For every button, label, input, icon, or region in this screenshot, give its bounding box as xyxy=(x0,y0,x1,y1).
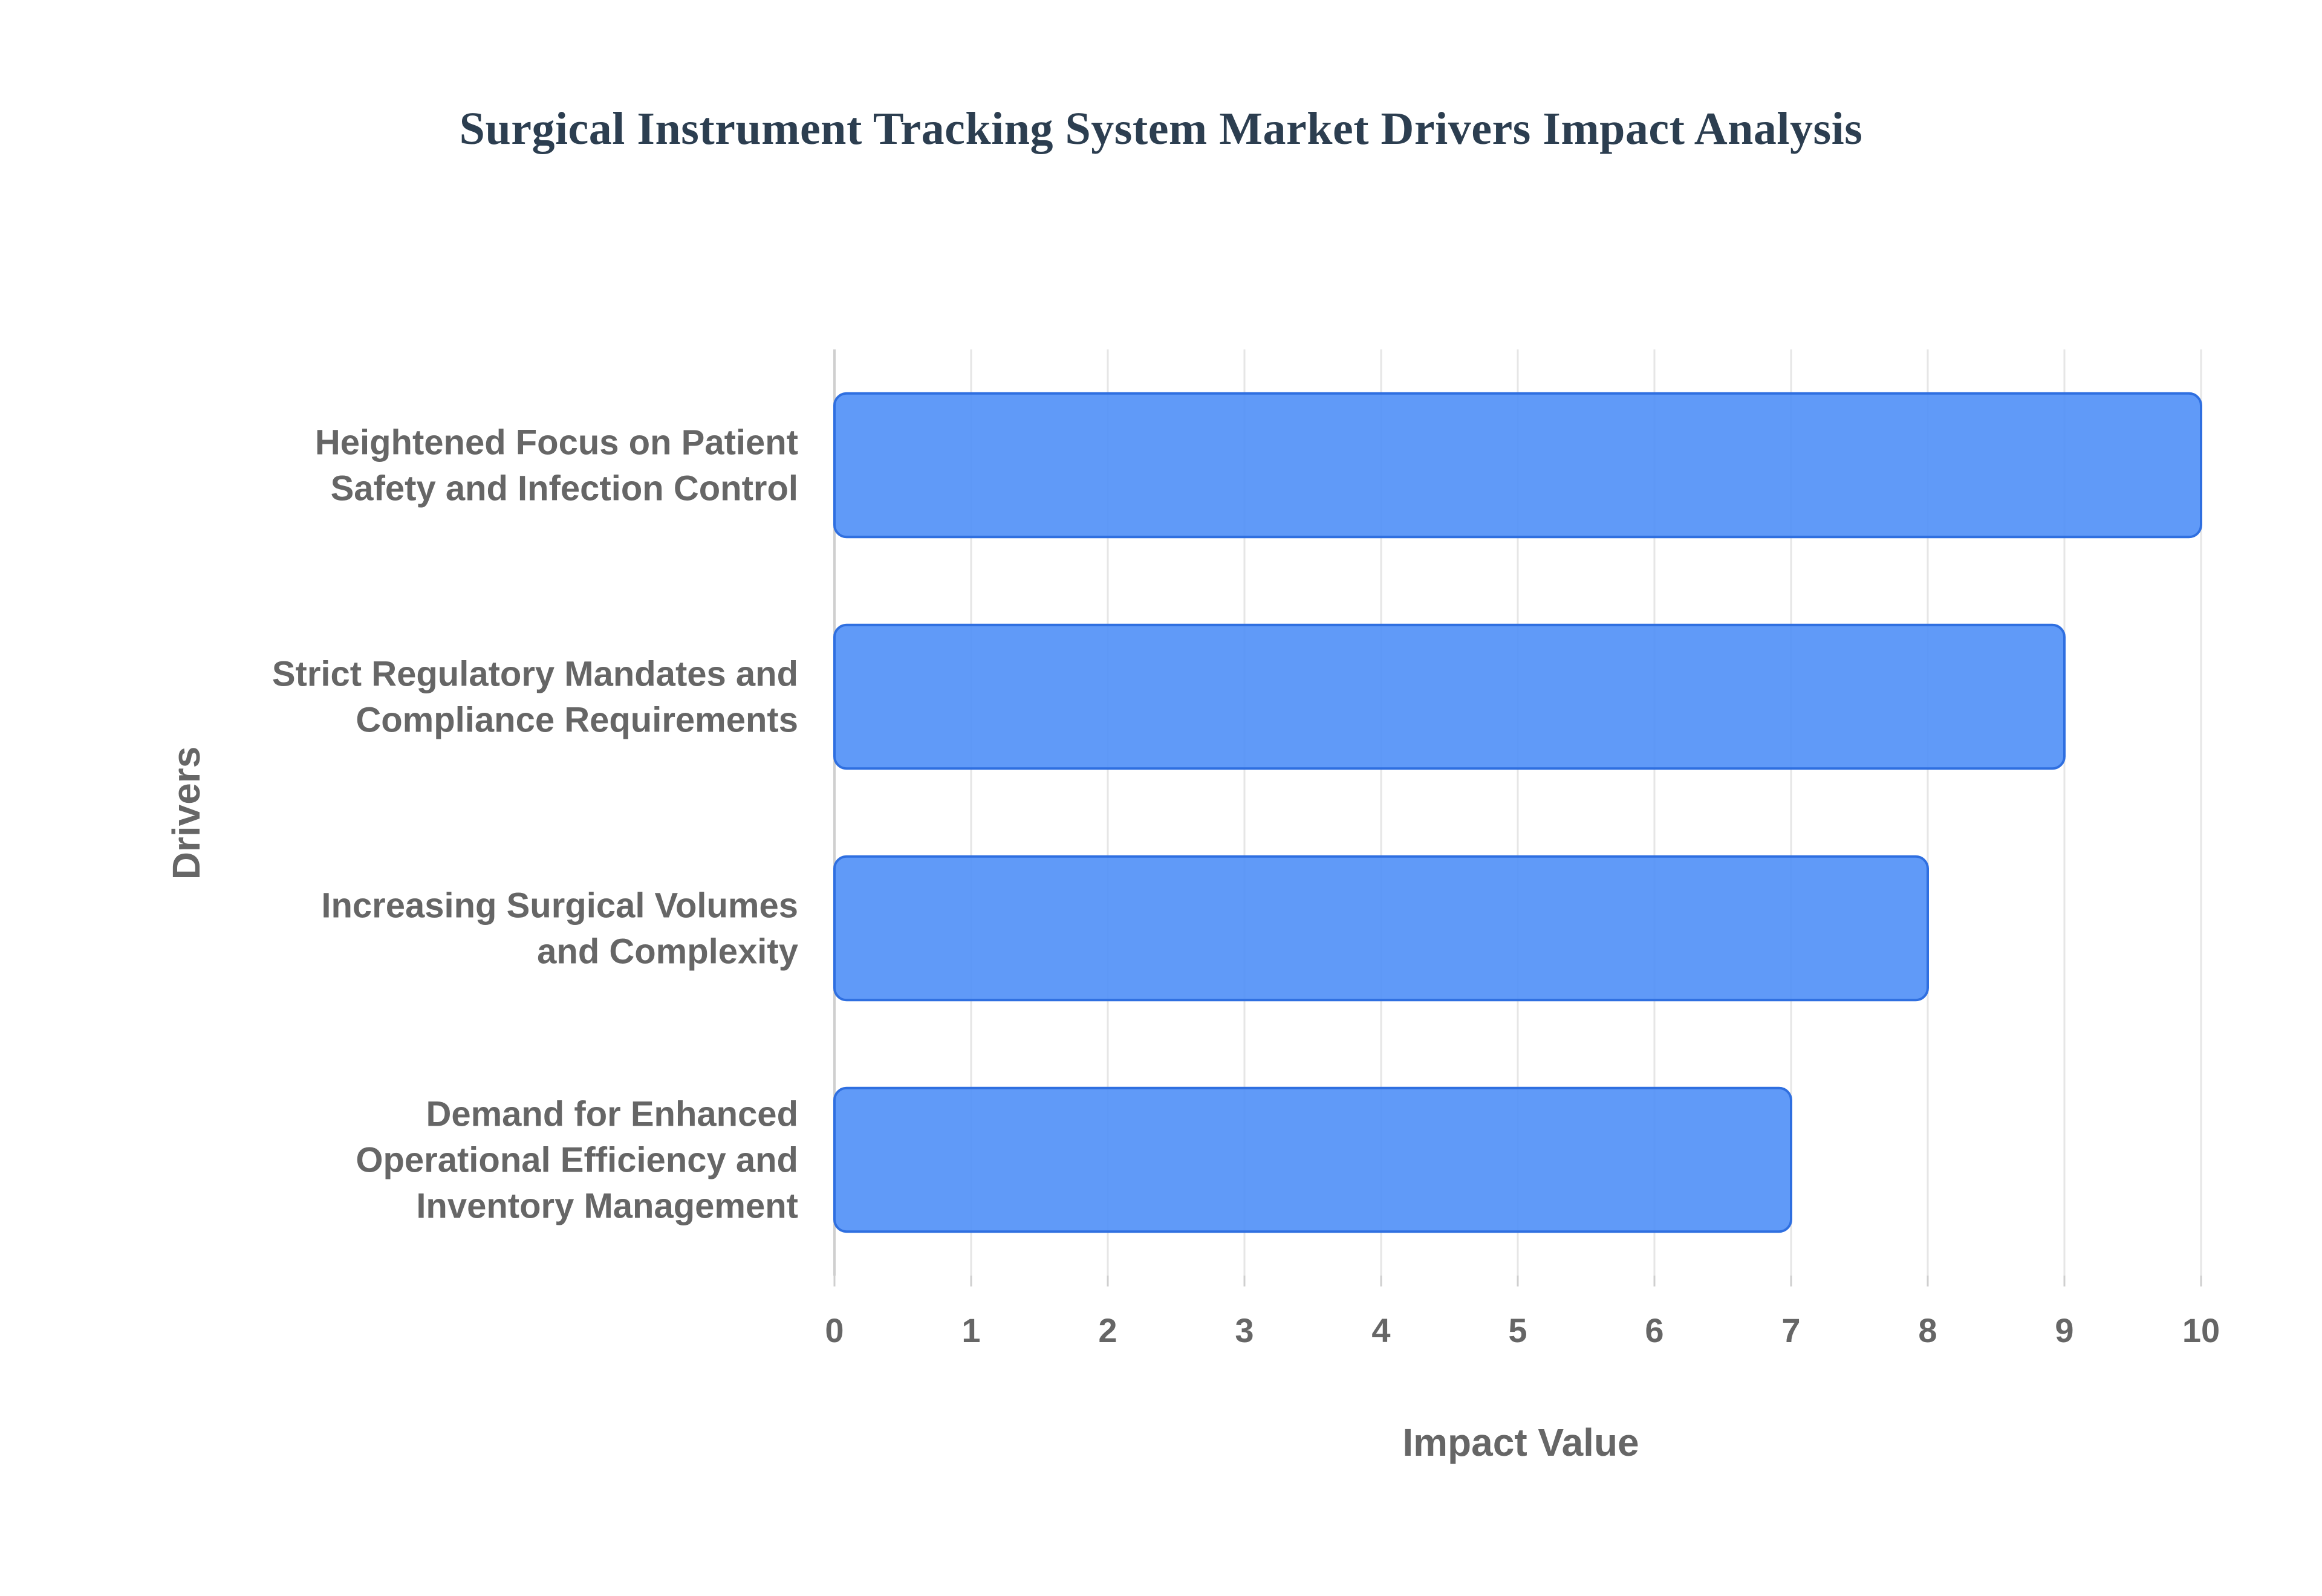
bar-4[interactable] xyxy=(833,1086,1792,1233)
bar-3[interactable] xyxy=(833,855,1929,1002)
x-tick-label: 4 xyxy=(1371,1311,1390,1349)
x-axis-title: Impact Value xyxy=(1402,1421,1639,1464)
bars xyxy=(833,392,2202,1233)
x-tick-label: 6 xyxy=(1645,1311,1663,1349)
axes xyxy=(833,1276,2202,1286)
y-category-label-line: Operational Efficiency and xyxy=(356,1141,798,1180)
x-tick-label: 10 xyxy=(2182,1311,2220,1349)
x-tick-label: 1 xyxy=(961,1311,980,1349)
x-tick-label: 5 xyxy=(1508,1311,1527,1349)
y-category-label-line: Inventory Management xyxy=(416,1187,798,1226)
bar-2[interactable] xyxy=(833,623,2066,770)
labels: 0 1 2 3 4 5 6 7 8 9 10 Heightened Focus on Patient S… xyxy=(272,423,2220,1350)
x-tick-label: 0 xyxy=(825,1311,844,1349)
x-tick-label: 8 xyxy=(1918,1311,1937,1349)
y-category-label-line: Demand for Enhanced xyxy=(426,1095,798,1134)
y-category-label: Demand for Enhanced Operational Efficienc… xyxy=(356,1095,798,1226)
y-category-label: Strict Regulatory Mandates and Compliance… xyxy=(272,655,798,740)
x-tick-label: 3 xyxy=(1235,1311,1254,1349)
bar-1[interactable] xyxy=(833,392,2202,539)
y-category-label: Increasing Surgical Volumes and Complexit… xyxy=(321,886,798,972)
y-category-label-line: Strict Regulatory Mandates and xyxy=(272,655,798,694)
y-category-label-line: Compliance Requirements xyxy=(356,701,798,740)
y-category-label-line: Safety and Infection Control xyxy=(331,469,798,508)
y-axis-title: Drivers xyxy=(164,747,208,880)
x-tick-label: 2 xyxy=(1098,1311,1117,1349)
y-category-label-line: and Complexity xyxy=(537,932,798,972)
y-category-label-line: Increasing Surgical Volumes xyxy=(321,886,798,926)
y-category-label: Heightened Focus on Patient Safety and In… xyxy=(315,423,798,508)
x-tick-label: 7 xyxy=(1781,1311,1800,1349)
x-tick-label: 9 xyxy=(2055,1311,2073,1349)
chart-title: Surgical Instrument Tracking System Mark… xyxy=(459,103,1863,154)
y-category-label-line: Heightened Focus on Patient xyxy=(315,423,798,462)
